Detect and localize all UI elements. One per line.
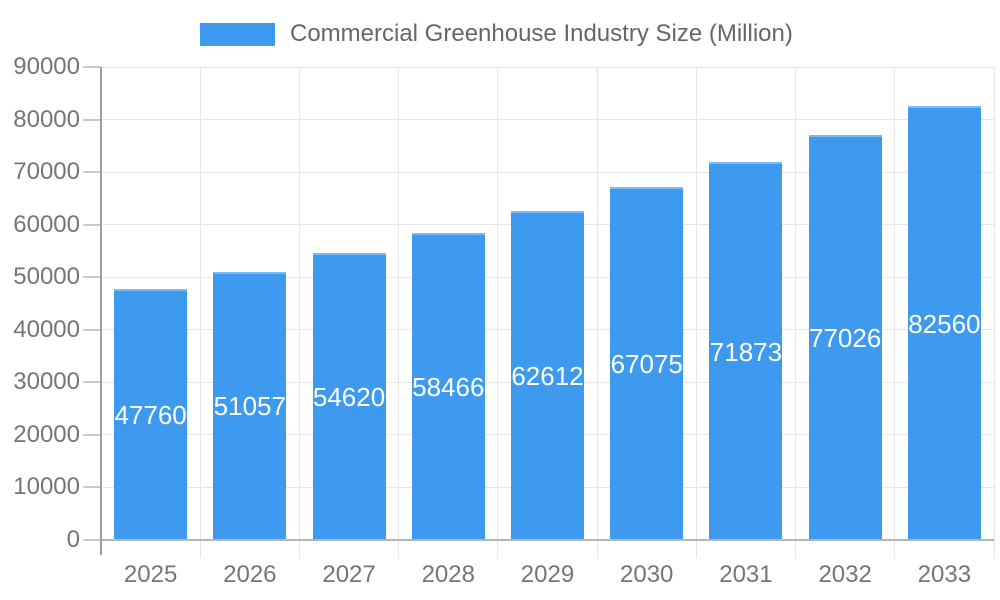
y-axis-tick xyxy=(83,118,101,121)
y-axis-line xyxy=(100,67,102,555)
bar-2033[interactable]: 82560 xyxy=(907,106,981,540)
bar-2027[interactable]: 54620 xyxy=(312,252,386,540)
bar-value-label: 67075 xyxy=(610,349,683,380)
bar-value-label: 54620 xyxy=(312,381,386,412)
bar-2026[interactable]: 51057 xyxy=(213,271,287,540)
bar-value-label: 77026 xyxy=(809,323,882,354)
x-axis-baseline xyxy=(101,539,994,541)
legend-label: Commercial Greenhouse Industry Size (Mil… xyxy=(290,20,793,47)
bar-value-label: 51057 xyxy=(213,391,286,422)
bar-value-label: 58466 xyxy=(412,371,485,402)
x-tick-label: 2031 xyxy=(719,561,773,588)
category-gridline xyxy=(596,67,598,558)
y-tick-label: 40000 xyxy=(13,315,80,343)
bar-2032[interactable]: 77026 xyxy=(808,135,882,540)
category-gridline xyxy=(795,67,797,558)
bar-value-label: 82560 xyxy=(908,308,981,339)
y-axis-tick xyxy=(83,486,101,489)
x-tick-label: 2027 xyxy=(322,561,376,588)
category-gridline xyxy=(199,67,201,558)
y-axis-tick xyxy=(83,223,101,226)
gridline xyxy=(101,119,994,121)
x-tick-label: 2030 xyxy=(620,561,674,588)
y-tick-label: 70000 xyxy=(13,158,80,186)
bar-value-label: 47760 xyxy=(114,399,187,430)
y-tick-label: 80000 xyxy=(13,105,80,133)
y-tick-label: 50000 xyxy=(13,263,80,291)
bar-2025[interactable]: 47760 xyxy=(114,288,188,540)
bar-2028[interactable]: 58466 xyxy=(411,232,485,540)
gridline xyxy=(101,171,994,173)
gridline xyxy=(101,66,994,68)
bar-2030[interactable]: 67075 xyxy=(610,187,684,540)
x-tick-label: 2029 xyxy=(520,561,575,588)
y-tick-label: 10000 xyxy=(13,473,80,501)
y-tick-label: 60000 xyxy=(13,210,80,238)
x-tick-label: 2026 xyxy=(223,561,277,588)
y-axis-tick xyxy=(83,381,101,384)
category-gridline xyxy=(695,67,697,558)
legend: Commercial Greenhouse Industry Size (Mil… xyxy=(200,20,793,47)
y-axis-tick xyxy=(83,433,101,436)
y-tick-label: 90000 xyxy=(13,53,80,80)
legend-swatch xyxy=(200,22,275,46)
bar-2029[interactable]: 62612 xyxy=(511,210,584,540)
y-tick-label: 20000 xyxy=(13,420,80,448)
category-gridline xyxy=(894,67,896,558)
category-gridline xyxy=(298,67,300,558)
bar-2031[interactable]: 71873 xyxy=(709,162,783,540)
bar-value-label: 62612 xyxy=(511,360,584,391)
y-axis-tick xyxy=(83,171,101,174)
y-axis-tick xyxy=(83,276,101,279)
x-tick-label: 2025 xyxy=(123,561,178,588)
category-gridline xyxy=(497,67,499,558)
category-gridline xyxy=(993,67,995,558)
y-axis-tick xyxy=(83,539,101,541)
y-axis-tick xyxy=(83,66,101,68)
x-tick-label: 2028 xyxy=(421,561,475,588)
x-tick-label: 2032 xyxy=(818,561,872,588)
bar-value-label: 71873 xyxy=(709,336,783,367)
y-tick-label: 30000 xyxy=(13,368,80,396)
category-gridline xyxy=(398,67,400,558)
y-axis-tick xyxy=(83,328,101,331)
y-tick-label: 0 xyxy=(66,526,80,553)
x-tick-label: 2033 xyxy=(917,561,972,588)
